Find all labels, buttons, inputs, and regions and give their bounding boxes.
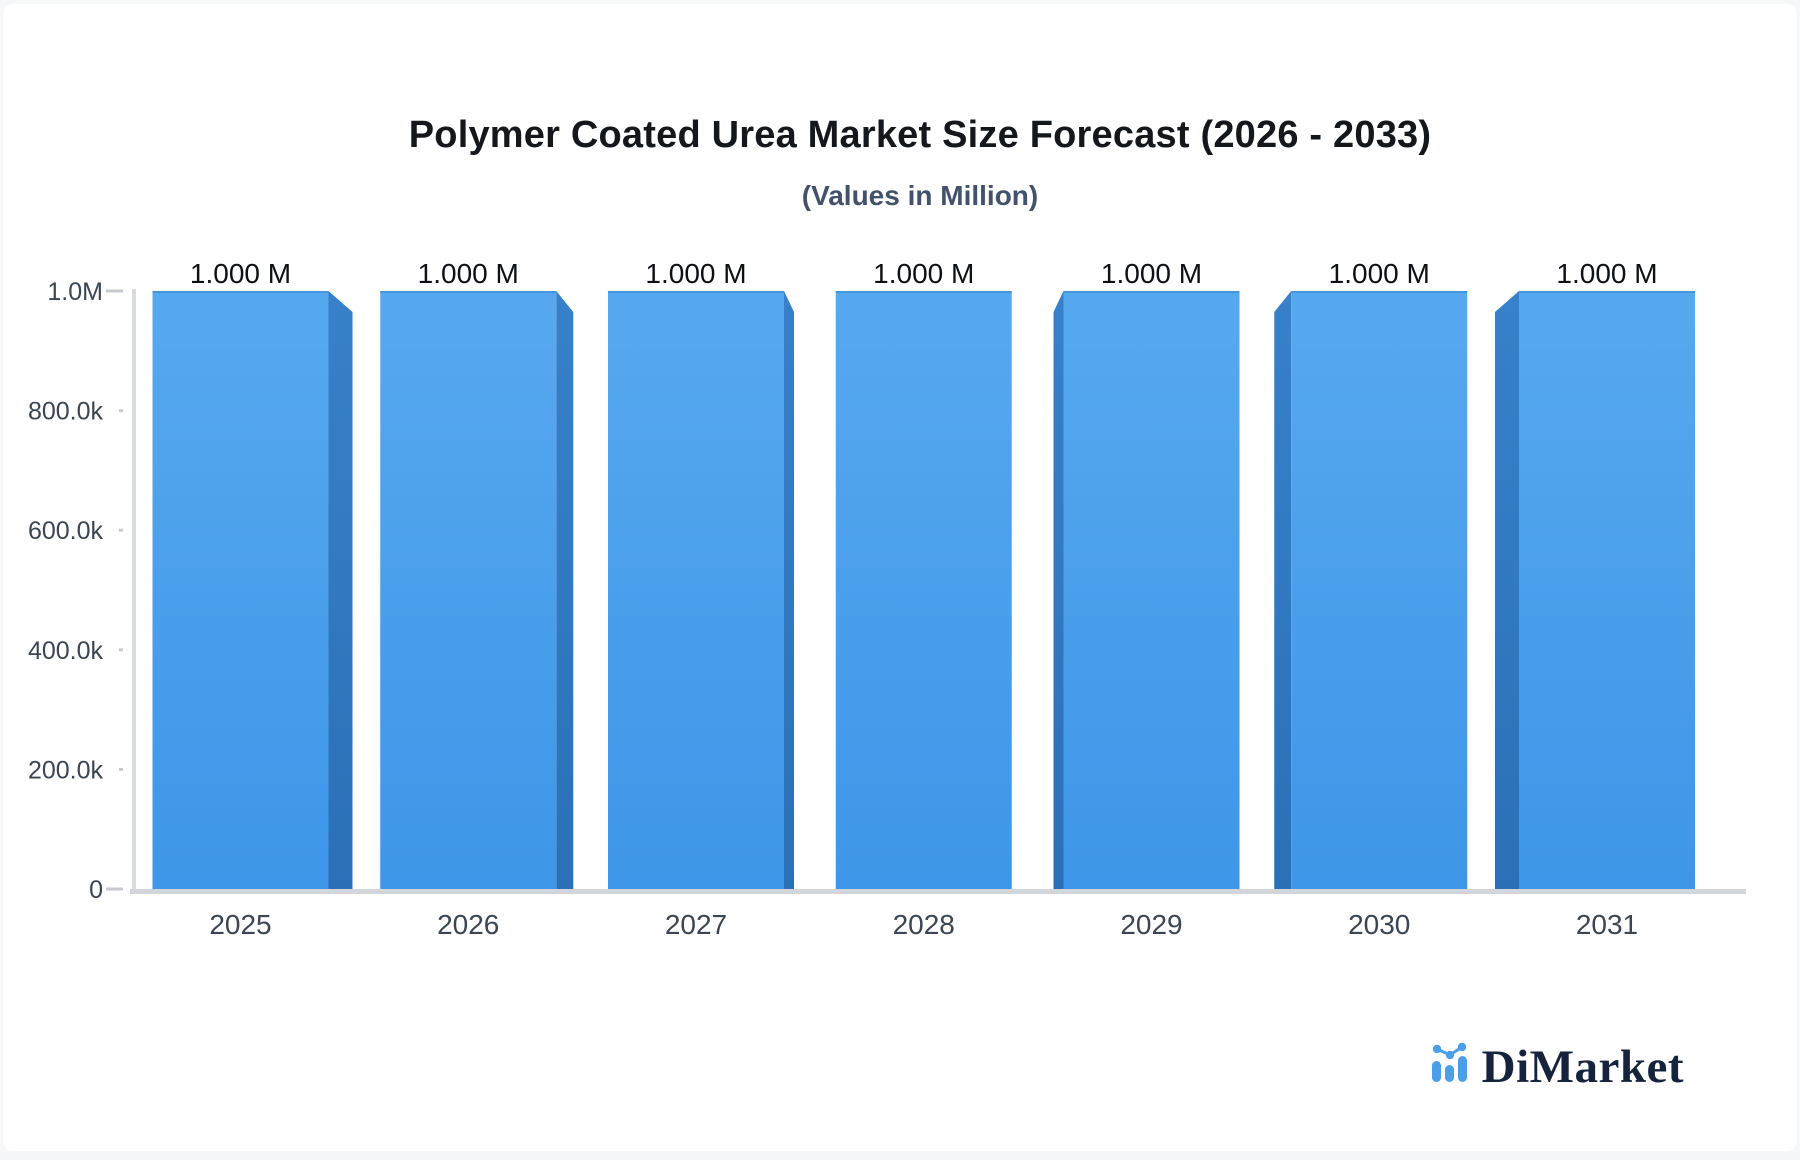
bar-group-2026: 1.000 M 2026 xyxy=(380,258,573,940)
bar-2029[interactable] xyxy=(1064,291,1240,889)
bar-group-2030: 1.000 M 2030 xyxy=(1274,258,1467,940)
bar-group-2027: 1.000 M 2027 xyxy=(608,258,794,940)
bar-value-label-2027: 1.000 M xyxy=(645,258,746,289)
bar-side-2029 xyxy=(1054,291,1064,889)
x-axis-label-2026: 2026 xyxy=(437,909,499,940)
bar-2031[interactable] xyxy=(1519,291,1695,889)
bar-group-2031: 1.000 M 2031 xyxy=(1495,258,1695,940)
bar-side-2027 xyxy=(784,291,794,889)
brand-logo-icon xyxy=(1430,1042,1470,1084)
y-axis-label-0: 0 xyxy=(89,876,103,904)
bar-2028[interactable] xyxy=(836,291,1012,889)
brand-name: DiMarket xyxy=(1482,1042,1684,1092)
bar-group-2028: 1.000 M 2028 xyxy=(836,258,1012,940)
y-axis-label-600.0k: 600.0k xyxy=(28,517,104,545)
x-axis-baseline xyxy=(130,889,1746,894)
bar-2030[interactable] xyxy=(1291,291,1467,889)
y-axis-line xyxy=(132,289,136,893)
bar-2027[interactable] xyxy=(608,291,784,889)
y-axis-label-200.0k: 200.0k xyxy=(28,756,104,784)
bar-value-label-2030: 1.000 M xyxy=(1329,258,1430,289)
bar-side-2030 xyxy=(1274,291,1291,889)
y-axis-label-800.0k: 800.0k xyxy=(28,398,104,426)
x-axis-label-2031: 2031 xyxy=(1576,909,1638,940)
bar-group-2025: 1.000 M 2025 xyxy=(153,258,353,940)
x-axis-label-2027: 2027 xyxy=(665,909,727,940)
bar-chart-plot: 0 200.0k 400.0k 600.0k 800.0k 1.0M 1.000 M 2025… xyxy=(3,4,1800,1160)
x-axis-label-2028: 2028 xyxy=(893,909,955,940)
bar-value-label-2029: 1.000 M xyxy=(1101,258,1202,289)
x-axis-label-2030: 2030 xyxy=(1348,909,1410,940)
x-axis-label-2025: 2025 xyxy=(209,909,271,940)
bar-2026[interactable] xyxy=(380,291,556,889)
y-axis-label-1.0M: 1.0M xyxy=(47,278,103,306)
bar-value-label-2031: 1.000 M xyxy=(1556,258,1657,289)
bar-value-label-2025: 1.000 M xyxy=(190,258,291,289)
brand-logo: DiMarket xyxy=(1430,1042,1684,1092)
bar-group-2029: 1.000 M 2029 xyxy=(1054,258,1240,940)
x-axis-label-2029: 2029 xyxy=(1120,909,1182,940)
y-axis-label-400.0k: 400.0k xyxy=(28,637,104,665)
bar-2025[interactable] xyxy=(153,291,329,889)
bar-value-label-2028: 1.000 M xyxy=(873,258,974,289)
bar-value-label-2026: 1.000 M xyxy=(418,258,519,289)
bar-side-2025 xyxy=(329,291,353,889)
chart-card: Polymer Coated Urea Market Size Forecast… xyxy=(3,4,1797,1151)
bar-side-2031 xyxy=(1495,291,1519,889)
bar-side-2026 xyxy=(556,291,573,889)
